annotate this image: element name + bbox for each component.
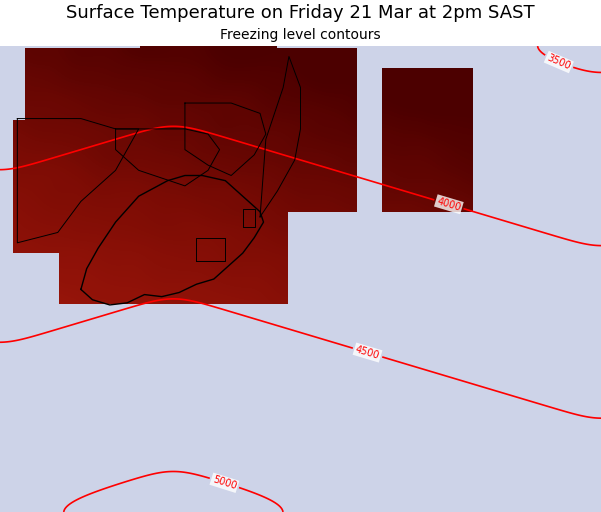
Text: Surface Temperature on Friday 21 Mar at 2pm SAST: Surface Temperature on Friday 21 Mar at … (66, 4, 535, 22)
Text: 4000: 4000 (436, 196, 462, 212)
Text: 4500: 4500 (355, 344, 381, 361)
Text: Freezing level contours: Freezing level contours (220, 28, 381, 41)
Text: 5000: 5000 (211, 474, 237, 491)
Text: 3500: 3500 (546, 53, 572, 72)
